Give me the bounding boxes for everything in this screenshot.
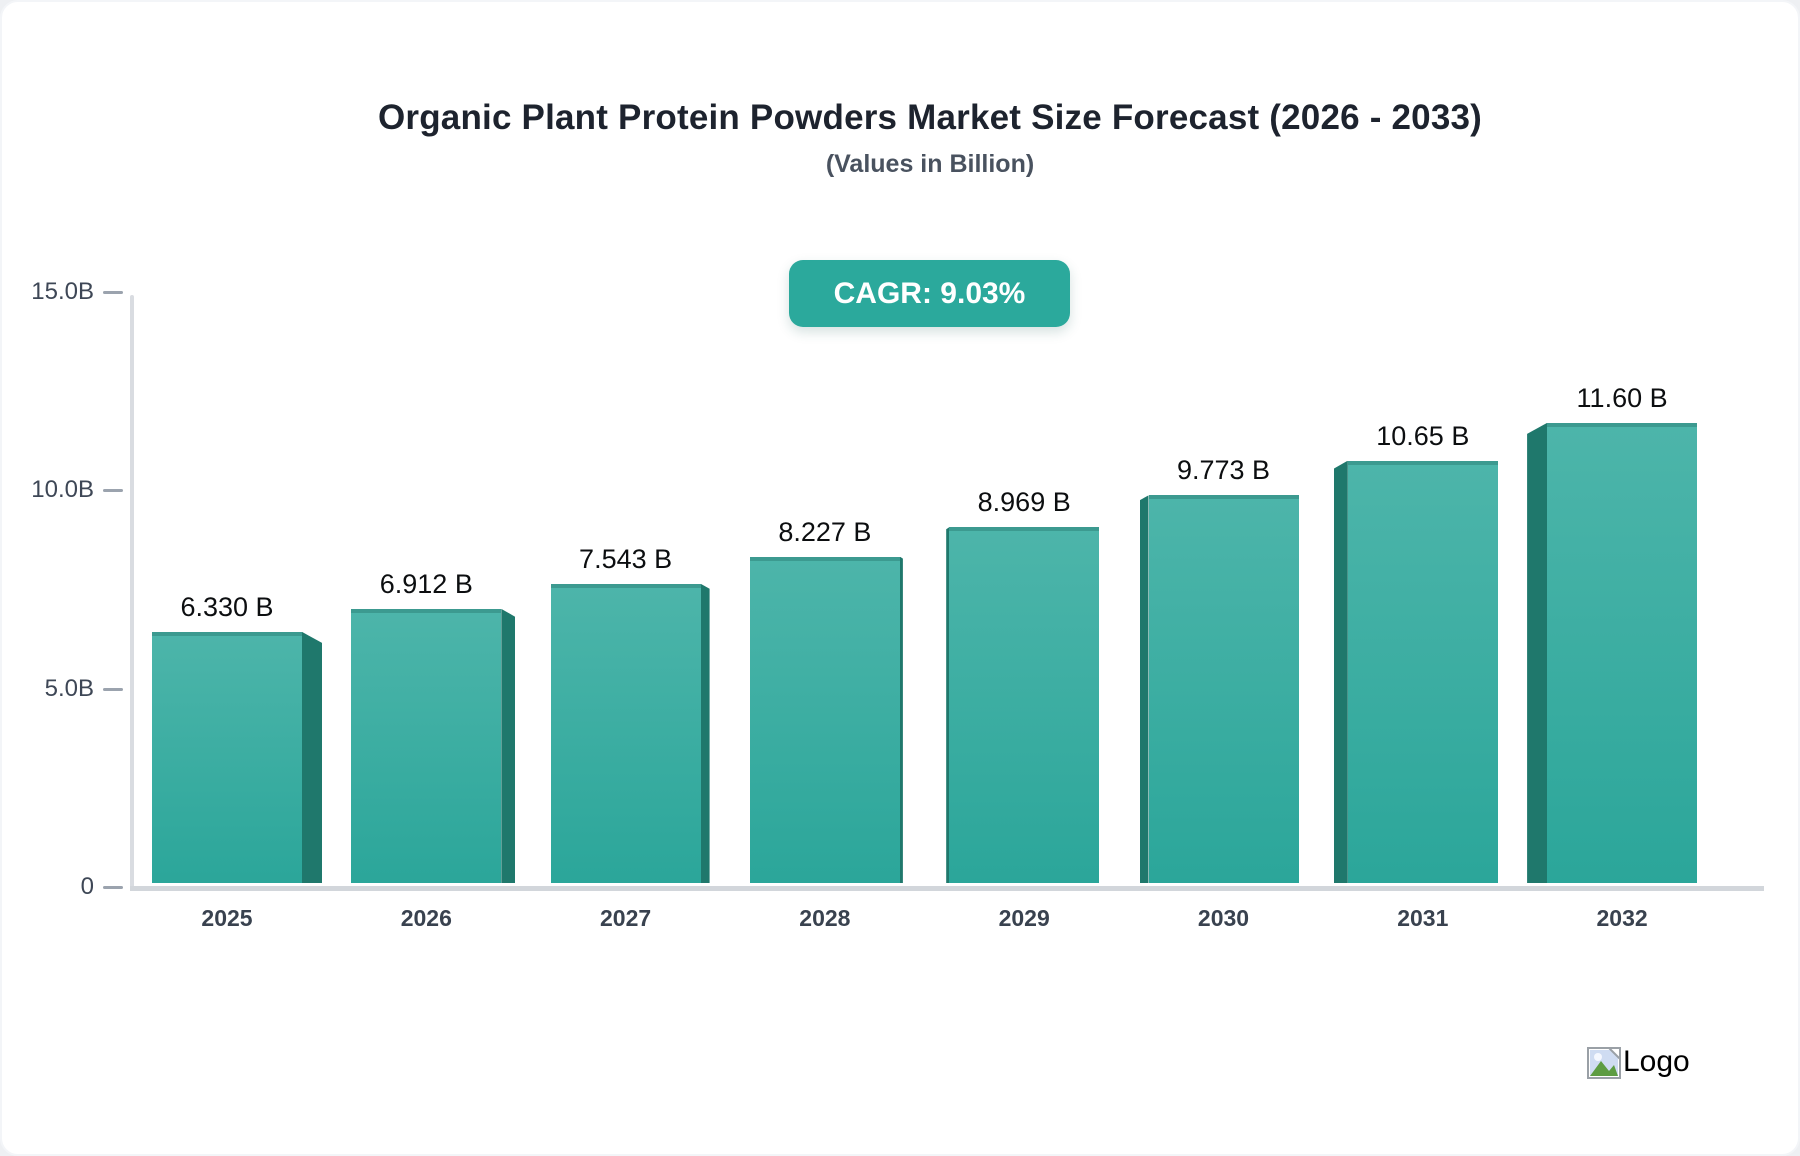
bar-side — [1527, 422, 1548, 883]
bar-value-label: 9.773 B — [1176, 455, 1271, 486]
bar-face — [1547, 422, 1698, 883]
bar-face — [749, 556, 900, 883]
bar-value-label: 8.969 B — [977, 487, 1071, 518]
x-axis-label-2028: 2028 — [799, 905, 851, 931]
bar-side — [1333, 460, 1348, 883]
chart-title: Organic Plant Protein Powders Market Siz… — [377, 98, 1483, 137]
bar-face — [351, 608, 502, 883]
y-axis-tick — [103, 687, 123, 691]
bar-2028[interactable] — [749, 556, 903, 883]
y-axis-tick — [103, 886, 123, 889]
x-axis-label-2031: 2031 — [1397, 905, 1449, 931]
y-axis-tick — [103, 489, 123, 493]
bar-face — [949, 527, 1100, 883]
bar-value-label: 6.330 B — [180, 591, 274, 622]
bar-face — [152, 631, 302, 883]
bar-value-label: 6.912 B — [379, 568, 473, 599]
bar-value-label: 11.60 B — [1576, 382, 1668, 413]
logo-alt-text: Logo — [1623, 1045, 1690, 1078]
bar-value-label: 7.543 B — [579, 543, 673, 574]
bar-2030[interactable] — [1139, 495, 1299, 883]
bar-2029[interactable] — [946, 527, 1100, 883]
y-axis-tick-label: 5.0B — [44, 674, 94, 702]
chart-subtitle: (Values in Billion) — [825, 150, 1035, 178]
y-axis-tick — [103, 291, 123, 294]
cagr-badge-label: CAGR: 9.03% — [833, 276, 1026, 310]
bar-side — [700, 583, 710, 883]
bar-face — [1347, 460, 1498, 883]
y-axis-line — [130, 295, 134, 888]
x-axis-label-2030: 2030 — [1197, 905, 1250, 931]
bar-side — [946, 527, 950, 883]
x-axis-label-2029: 2029 — [998, 905, 1050, 931]
x-axis-line — [130, 886, 1764, 891]
bar-side — [302, 631, 322, 883]
bar-2025[interactable] — [152, 631, 322, 883]
x-axis-label-2026: 2026 — [400, 905, 452, 931]
bar-2032[interactable] — [1527, 422, 1698, 883]
cagr-badge: CAGR: 9.03% — [789, 260, 1070, 327]
bar-2027[interactable] — [550, 583, 710, 883]
bar-face — [550, 583, 701, 883]
y-axis-tick-label: 10.0B — [31, 476, 94, 504]
bar-side — [501, 608, 516, 883]
bar-value-label: 10.65 B — [1376, 420, 1470, 451]
x-axis-label-2027: 2027 — [600, 905, 652, 931]
y-axis-tick-label: 15.0B — [31, 278, 94, 305]
logo: Logo — [1587, 1045, 1690, 1079]
broken-image-icon — [1587, 1047, 1621, 1079]
bar-2026[interactable] — [351, 608, 516, 883]
bar-side — [899, 556, 903, 883]
bar-face — [1148, 495, 1299, 883]
x-axis-label-2025: 2025 — [201, 905, 253, 931]
x-axis-label-2032: 2032 — [1596, 905, 1648, 931]
bar-side — [1139, 495, 1149, 883]
bar-2031[interactable] — [1333, 460, 1498, 883]
bar-value-label: 8.227 B — [778, 516, 872, 547]
y-axis-tick-label: 0 — [80, 873, 94, 900]
